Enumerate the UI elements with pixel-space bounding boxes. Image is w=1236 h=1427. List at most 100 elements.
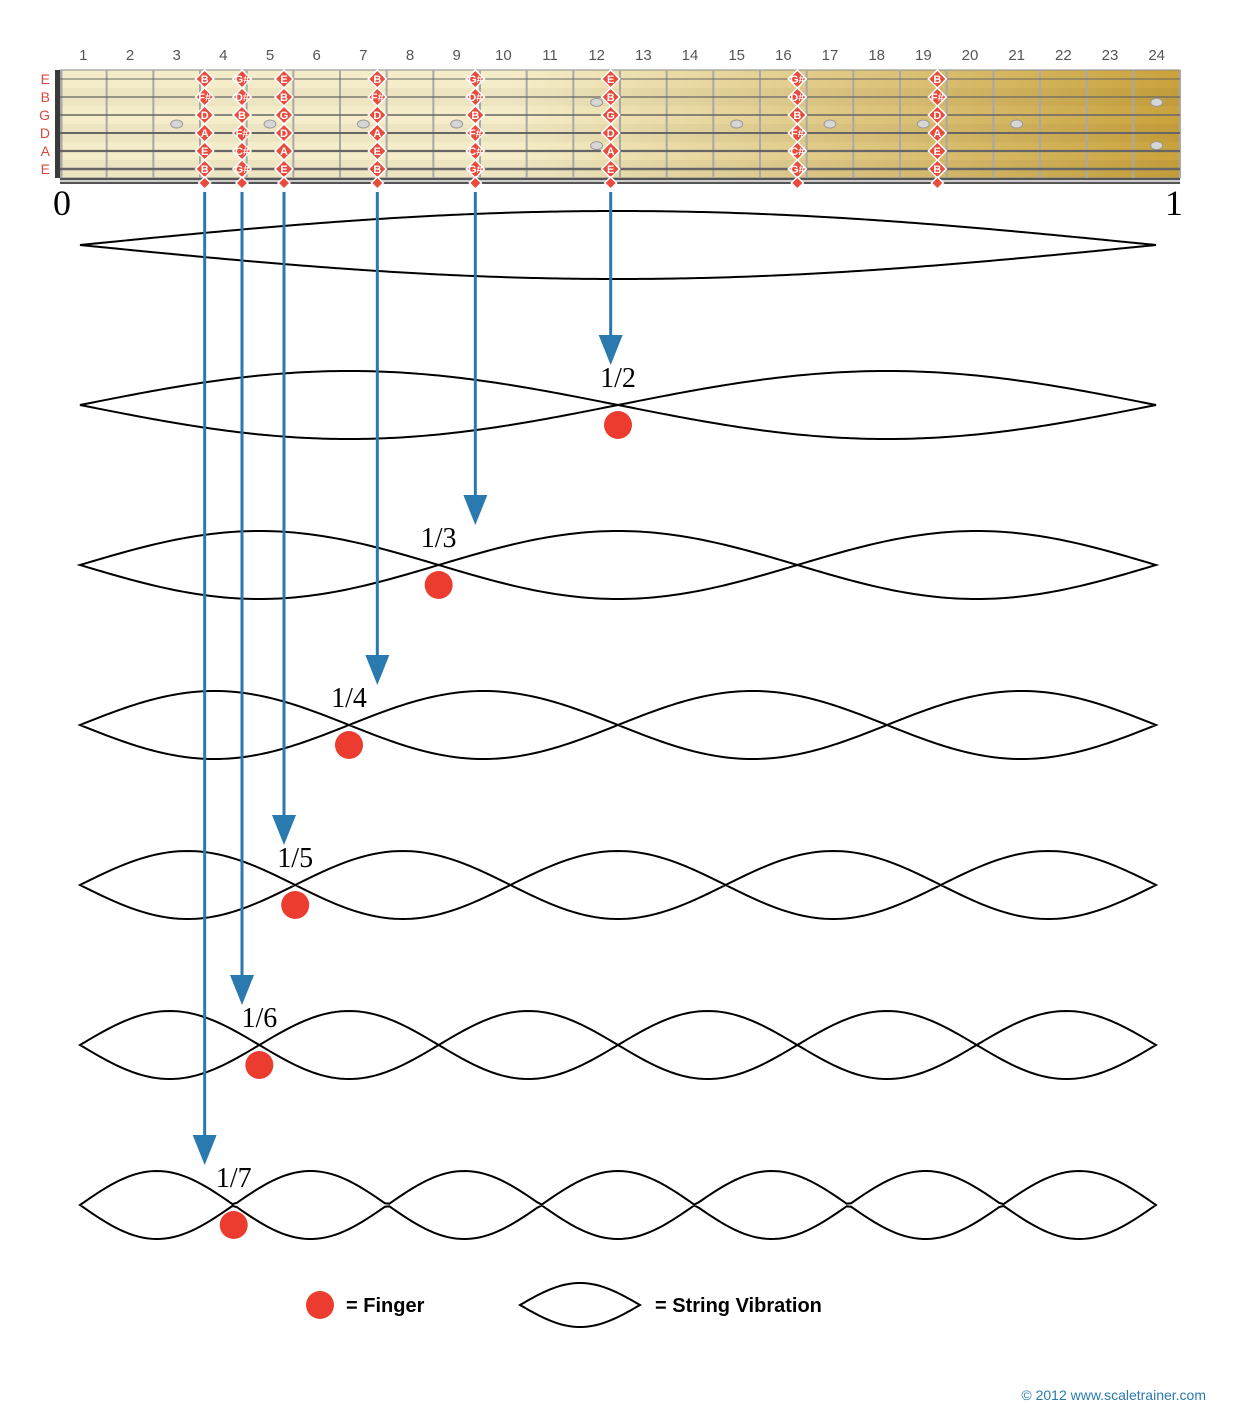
svg-text:D: D (607, 128, 615, 140)
svg-text:B: B (471, 110, 479, 122)
svg-text:B: B (373, 74, 381, 86)
harmonics-diagram: 123456789101112131415161718192021222324E… (20, 20, 1216, 1407)
svg-text:18: 18 (868, 47, 885, 64)
finger-node (604, 411, 632, 439)
svg-text:© 2012 www.scaletrainer.com: © 2012 www.scaletrainer.com (1021, 1387, 1206, 1403)
inlay-dot (1151, 98, 1163, 106)
inlay-dot (591, 142, 603, 150)
svg-text:G#: G# (468, 164, 483, 176)
svg-text:A: A (933, 128, 941, 140)
finger-node (281, 891, 309, 919)
finger-node (335, 731, 363, 759)
svg-text:22: 22 (1055, 47, 1072, 64)
svg-text:B: B (238, 110, 246, 122)
svg-text:B: B (280, 92, 288, 104)
svg-text:A: A (41, 143, 51, 159)
svg-text:14: 14 (682, 47, 699, 64)
svg-text:19: 19 (915, 47, 932, 64)
svg-text:1/2: 1/2 (600, 363, 636, 394)
finger-node (245, 1051, 273, 1079)
svg-text:A: A (373, 128, 381, 140)
svg-text:15: 15 (728, 47, 745, 64)
svg-text:D: D (373, 110, 381, 122)
svg-text:8: 8 (406, 47, 414, 64)
svg-text:6: 6 (312, 47, 320, 64)
diagram-svg: 123456789101112131415161718192021222324E… (20, 20, 1216, 1407)
inlay-dot (264, 120, 276, 128)
svg-text:C#: C# (468, 146, 482, 158)
svg-text:E: E (41, 71, 50, 87)
svg-text:13: 13 (635, 47, 652, 64)
svg-text:G: G (606, 110, 615, 122)
svg-text:2: 2 (126, 47, 134, 64)
finger-node (220, 1211, 248, 1239)
svg-text:12: 12 (588, 47, 605, 64)
svg-text:4: 4 (219, 47, 227, 64)
svg-text:G#: G# (235, 74, 250, 86)
svg-text:0: 0 (53, 183, 71, 223)
svg-text:F#: F# (931, 92, 944, 104)
svg-text:16: 16 (775, 47, 792, 64)
svg-text:3: 3 (172, 47, 180, 64)
svg-text:E: E (201, 146, 208, 158)
svg-text:F#: F# (198, 92, 211, 104)
svg-text:1/6: 1/6 (241, 1003, 277, 1034)
svg-text:7: 7 (359, 47, 367, 64)
svg-text:G: G (280, 110, 289, 122)
svg-text:D#: D# (790, 92, 804, 104)
inlay-dot (824, 120, 836, 128)
legend: = Finger = String Vibration (306, 1283, 822, 1327)
inlay-dot (917, 120, 929, 128)
svg-text:9: 9 (452, 47, 460, 64)
svg-text:23: 23 (1102, 47, 1119, 64)
svg-text:G: G (39, 107, 50, 123)
legend-vibration-icon (520, 1283, 640, 1327)
svg-text:C#: C# (790, 146, 804, 158)
legend-finger-icon (306, 1291, 334, 1319)
svg-text:24: 24 (1148, 47, 1165, 64)
svg-text:A: A (280, 146, 288, 158)
svg-text:B: B (201, 164, 209, 176)
svg-text:10: 10 (495, 47, 512, 64)
svg-text:B: B (933, 164, 941, 176)
inlay-dot (451, 120, 463, 128)
inlay-dot (731, 120, 743, 128)
svg-text:1/4: 1/4 (331, 683, 367, 714)
finger-node (425, 571, 453, 599)
svg-text:E: E (280, 164, 287, 176)
svg-text:G#: G# (235, 164, 250, 176)
svg-text:17: 17 (822, 47, 839, 64)
svg-text:D#: D# (235, 92, 249, 104)
svg-text:E: E (41, 161, 50, 177)
svg-text:E: E (280, 74, 287, 86)
svg-text:G#: G# (790, 74, 805, 86)
svg-text:D: D (933, 110, 941, 122)
svg-text:D: D (280, 128, 288, 140)
inlay-dot (1151, 142, 1163, 150)
svg-text:11: 11 (542, 47, 558, 64)
svg-text:D: D (40, 125, 50, 141)
inlay-dot (171, 120, 183, 128)
svg-text:B: B (933, 74, 941, 86)
svg-text:B: B (373, 164, 381, 176)
svg-text:20: 20 (962, 47, 979, 64)
svg-text:1/5: 1/5 (277, 843, 313, 874)
svg-text:D#: D# (468, 92, 482, 104)
svg-text:5: 5 (266, 47, 274, 64)
inlay-dot (1011, 120, 1023, 128)
svg-text:1: 1 (79, 47, 87, 64)
svg-text:E: E (374, 146, 381, 158)
svg-text:B: B (793, 110, 801, 122)
svg-text:D: D (201, 110, 209, 122)
svg-text:= Finger: = Finger (346, 1295, 425, 1317)
svg-text:= String Vibration: = String Vibration (655, 1295, 822, 1317)
svg-text:E: E (607, 74, 614, 86)
svg-text:F#: F# (371, 92, 384, 104)
svg-text:F#: F# (236, 128, 249, 140)
svg-text:1/3: 1/3 (421, 523, 457, 554)
svg-text:G#: G# (468, 74, 483, 86)
svg-text:1/7: 1/7 (216, 1163, 252, 1194)
svg-text:B: B (607, 92, 615, 104)
svg-text:F#: F# (469, 128, 482, 140)
svg-text:C#: C# (235, 146, 249, 158)
